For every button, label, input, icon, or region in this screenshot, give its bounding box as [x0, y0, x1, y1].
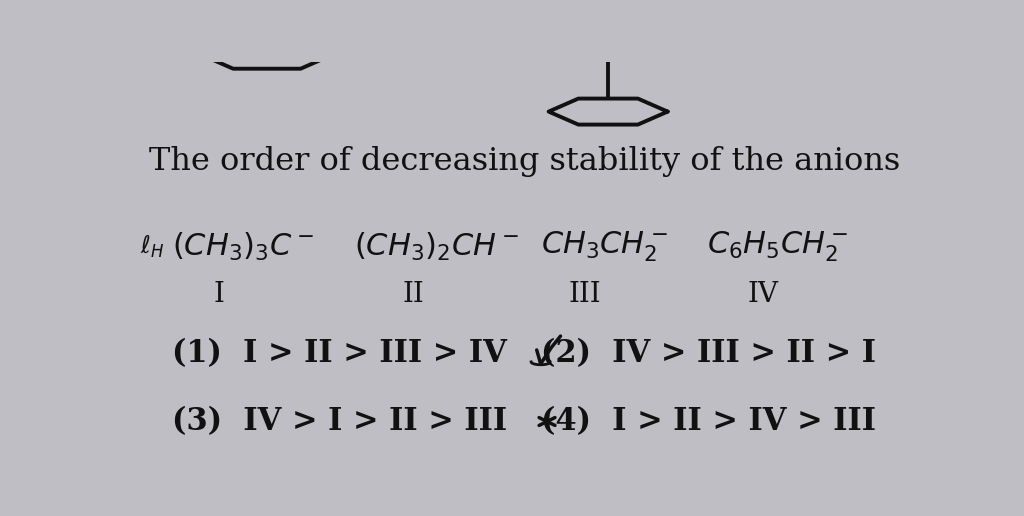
- Text: IV: IV: [748, 281, 778, 308]
- Text: (2)  IV > III > II > I: (2) IV > III > II > I: [541, 338, 876, 369]
- Text: I: I: [214, 281, 224, 308]
- Text: $\ell_H$: $\ell_H$: [140, 234, 164, 260]
- Text: $(CH_3)_2CH^-$: $(CH_3)_2CH^-$: [354, 231, 519, 263]
- Text: (4)  I > II > IV > III: (4) I > II > IV > III: [541, 406, 876, 437]
- Text: $(CH_3)_3C^-$: $(CH_3)_3C^-$: [172, 231, 314, 263]
- Text: III: III: [568, 281, 601, 308]
- Text: II: II: [402, 281, 425, 308]
- Text: $C_6H_5CH_2^-$: $C_6H_5CH_2^-$: [708, 230, 849, 264]
- Text: (1)  I > II > III > IV: (1) I > II > III > IV: [172, 338, 507, 369]
- Text: The order of decreasing stability of the anions: The order of decreasing stability of the…: [150, 146, 900, 177]
- Text: $CH_3CH_2^-$: $CH_3CH_2^-$: [541, 230, 668, 264]
- Text: (3)  IV > I > II > III: (3) IV > I > II > III: [172, 406, 507, 437]
